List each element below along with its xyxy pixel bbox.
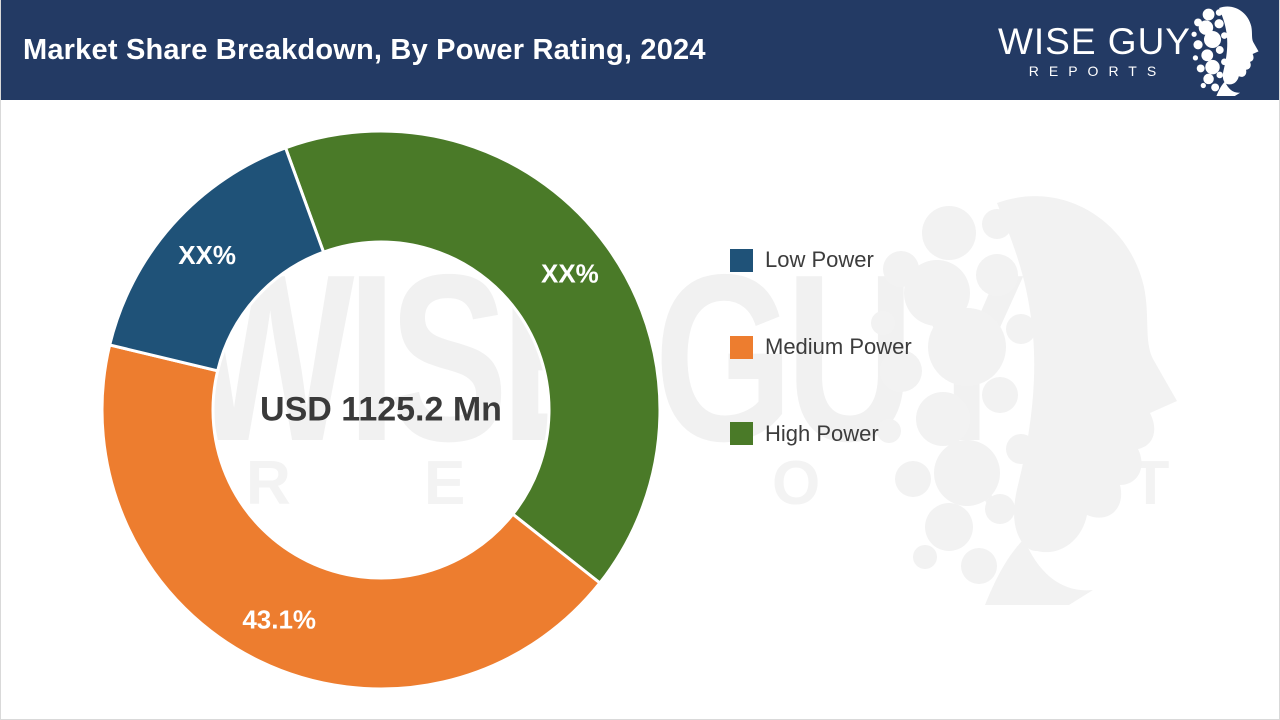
wiseguy-logo: WISE GUY REPORTS	[998, 4, 1263, 96]
wiseguy-head-icon	[1187, 4, 1263, 96]
logo-subtext: REPORTS	[1028, 62, 1167, 79]
legend-item-medium-power: Medium Power	[730, 332, 912, 363]
legend-label-medium-power: Medium Power	[765, 333, 912, 359]
legend-label-high-power: High Power	[765, 420, 879, 446]
donut-segment-label: 43.1%	[242, 605, 316, 635]
legend-label-low-power: Low Power	[765, 247, 874, 272]
logo-text: WISE GUY REPORTS	[998, 23, 1191, 78]
donut-segment-low-power	[108, 146, 326, 373]
header-bar: Market Share Breakdown, By Power Rating,…	[1, 0, 1279, 100]
donut-segment-label: XX%	[541, 259, 599, 289]
donut-segment-high-power	[284, 129, 662, 585]
legend-swatch-low-power	[730, 248, 753, 272]
legend-item-high-power: High Power	[730, 419, 912, 450]
legend-item-low-power: Low Power	[730, 245, 912, 276]
logo-wordmark: WISE GUY	[997, 20, 1191, 62]
page-title: Market Share Breakdown, By Power Rating,…	[23, 33, 706, 66]
donut-segment-label: XX%	[178, 240, 236, 270]
donut-chart: XX% 43.1% XX%	[100, 129, 662, 691]
donut-segment-medium-power	[100, 343, 602, 691]
donut-center-value: USD 1125.2 Mn	[260, 390, 502, 429]
legend: Low Power Medium Power High Power	[730, 245, 912, 449]
legend-swatch-medium-power	[730, 335, 753, 359]
legend-swatch-high-power	[730, 422, 753, 446]
chart-canvas: WISE GUY R E P O R T S XX%43.1%XX% USD 1…	[1, 100, 1279, 719]
